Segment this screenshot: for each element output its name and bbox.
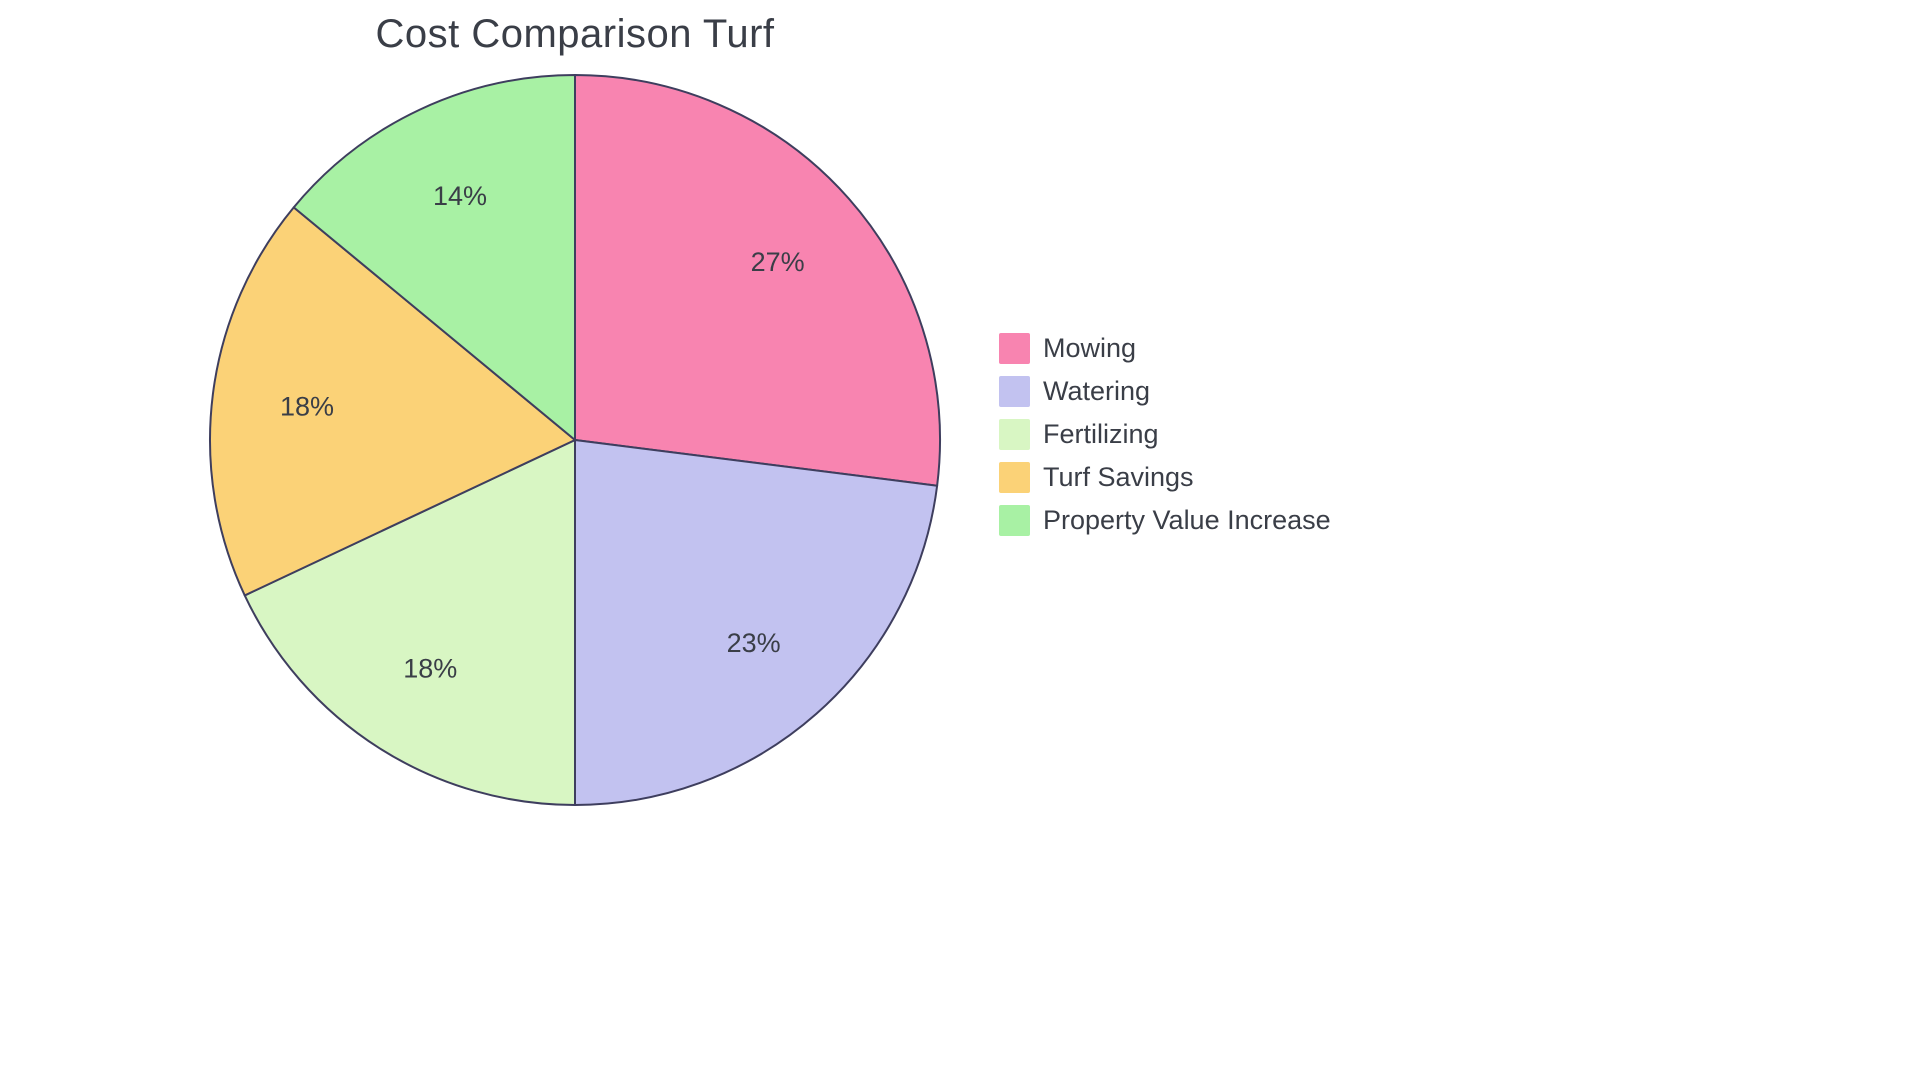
legend-swatch-turf-savings — [999, 462, 1030, 493]
legend-label-turf-savings: Turf Savings — [1043, 462, 1194, 492]
pie-slice-turf-savings — [209, 206, 576, 597]
slice-percent-label-mowing: 27% — [751, 247, 805, 277]
slice-percent-label-fertilizing: 18% — [403, 654, 457, 684]
legend-item-property-value-increase: Property Value Increase — [999, 505, 1331, 536]
legend-item-watering: Watering — [999, 376, 1331, 407]
slice-percent-label-turf-savings: 18% — [280, 392, 334, 422]
legend-swatch-fertilizing — [999, 419, 1030, 450]
legend-label-fertilizing: Fertilizing — [1043, 419, 1159, 449]
legend-label-watering: Watering — [1043, 376, 1151, 406]
legend-label-property-value-increase: Property Value Increase — [1043, 505, 1331, 535]
slice-percent-label-property-value-increase: 14% — [433, 181, 487, 211]
legend: Mowing Watering Fertilizing Turf Savings Pro… — [999, 333, 1331, 536]
pie-slice-mowing — [574, 74, 941, 487]
slice-percent-label-watering: 23% — [727, 628, 781, 658]
legend-swatch-watering — [999, 376, 1030, 407]
legend-item-turf-savings: Turf Savings — [999, 462, 1331, 493]
legend-item-fertilizing: Fertilizing — [999, 419, 1331, 450]
pie-slice-property-value-increase — [292, 74, 576, 441]
pie-slice-fertilizing — [243, 439, 576, 806]
pie-slice-watering — [574, 439, 939, 806]
legend-swatch-mowing — [999, 333, 1030, 364]
legend-label-mowing: Mowing — [1043, 333, 1137, 363]
chart-title: Cost Comparison Turf — [375, 12, 775, 56]
legend-swatch-property-value-increase — [999, 505, 1030, 536]
legend-item-mowing: Mowing — [999, 333, 1331, 364]
